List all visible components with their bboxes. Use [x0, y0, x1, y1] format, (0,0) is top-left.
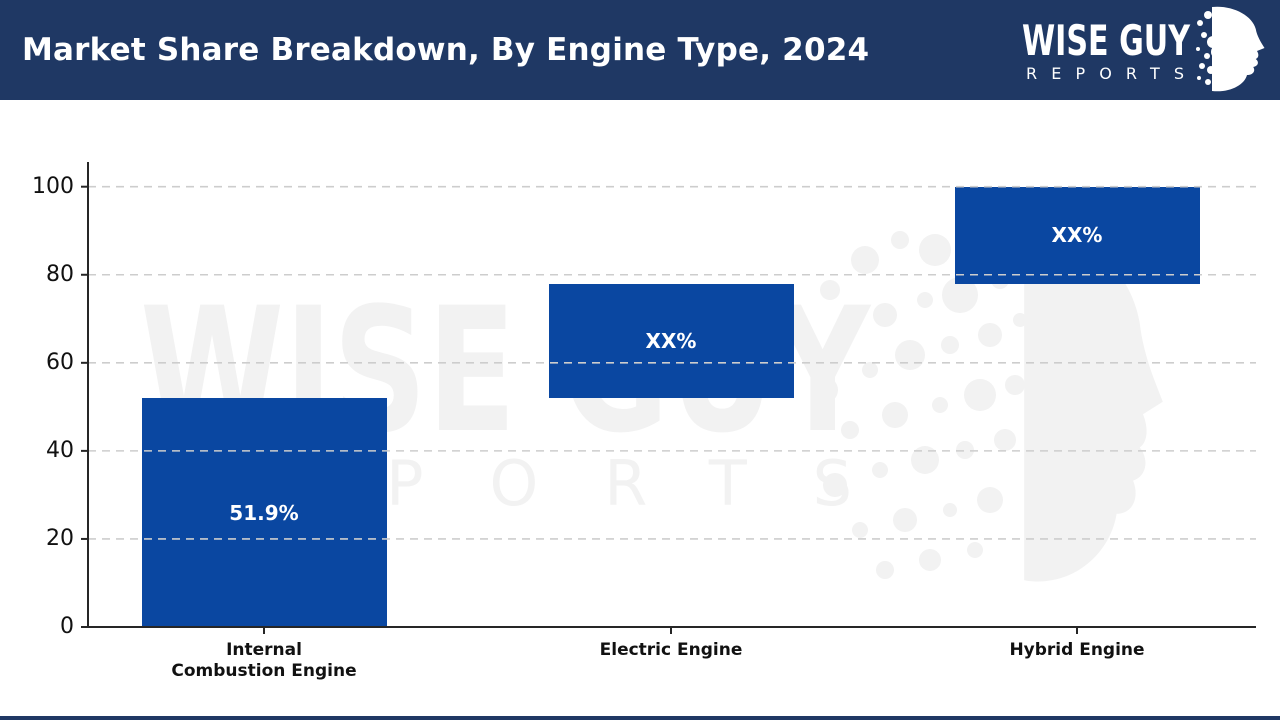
- header-bar: Market Share Breakdown, By Engine Type, …: [0, 0, 1280, 100]
- bar-value-label: 51.9%: [229, 500, 299, 525]
- watermark-face-icon: [1024, 230, 1163, 582]
- bar-segment: XX%: [548, 283, 794, 399]
- logo-subtext: REPORTS: [1026, 64, 1184, 83]
- bar-value-label: XX%: [1051, 223, 1103, 248]
- chart-title: Market Share Breakdown, By Engine Type, …: [22, 32, 870, 68]
- chart-stage: WISE GUY REPORTS 51.9%XX%XX% 02040608010…: [0, 100, 1280, 720]
- bar-segment: 51.9%: [141, 398, 387, 627]
- logo-face-icon: [1212, 6, 1265, 92]
- brand-logo: WISE GUY REPORTS: [1022, 6, 1265, 92]
- footer-bar: [0, 716, 1280, 720]
- logo-wordmark: WISE GUY: [1022, 16, 1190, 65]
- watermark-dots: [812, 217, 1027, 579]
- bar-value-label: XX%: [645, 329, 697, 354]
- bar-segment: XX%: [954, 186, 1200, 284]
- plot-area: 51.9% XX% XX%: [0, 100, 1280, 720]
